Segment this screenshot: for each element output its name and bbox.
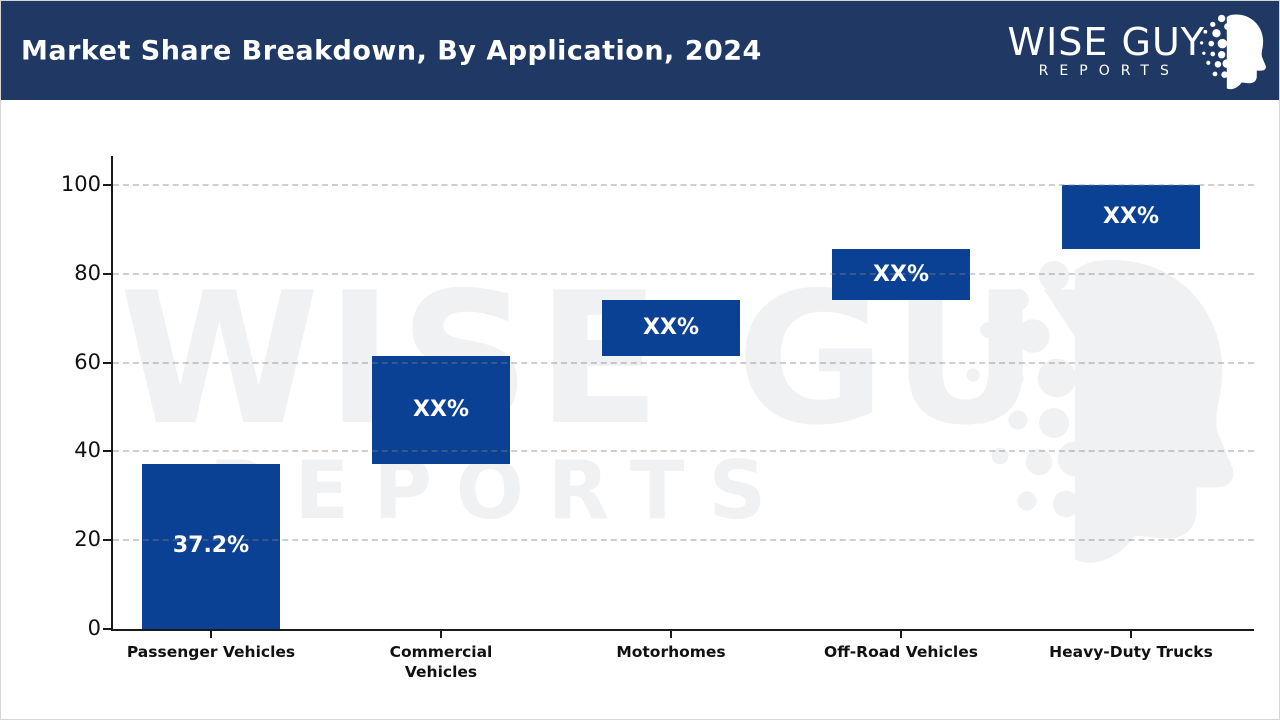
x-axis-category-label: Heavy-Duty Trucks [1049, 643, 1213, 661]
bar-segment [372, 355, 510, 464]
header-bar: Market Share Breakdown, By Application, … [1, 1, 1279, 100]
bar-segment [142, 463, 280, 629]
y-axis-tick-mark [103, 539, 111, 542]
chart-title: Market Share Breakdown, By Application, … [21, 35, 762, 66]
logo-wordmark-line1: WISE GUY [1007, 19, 1205, 64]
y-axis-tick-mark [103, 628, 111, 630]
x-axis-tick-mark [900, 631, 902, 638]
x-axis-category-label: Commercial Vehicles [389, 643, 493, 681]
y-axis-tick-label: 20 [74, 527, 101, 552]
bar-value-label: XX% [873, 261, 929, 287]
y-gridline [113, 184, 1254, 186]
bar-value-label: XX% [643, 315, 699, 341]
y-axis-tick-label: 0 [87, 616, 101, 640]
y-axis-tick-label: 80 [74, 260, 101, 285]
x-axis-tick-mark [670, 631, 672, 638]
y-axis-tick-label: 100 [60, 172, 101, 196]
y-gridline [113, 272, 1254, 275]
logo-wordmark-line2: REPORTS [1038, 63, 1180, 80]
bar-value-label: XX% [413, 396, 469, 422]
y-gridline [113, 450, 1254, 453]
bar-segment [832, 249, 970, 301]
dotted-head-icon [1195, 9, 1269, 93]
bar-value-label: 37.2% [172, 533, 250, 559]
logo-wordmark: WISE GUY REPORTS [1007, 19, 1205, 80]
y-axis-tick-label: 60 [74, 349, 101, 374]
y-axis-line [111, 156, 113, 631]
x-axis-line [111, 629, 1254, 631]
y-gridline [113, 361, 1254, 364]
y-axis-tick-label: 40 [74, 438, 101, 463]
y-axis-tick-mark [103, 361, 111, 364]
y-axis-tick-mark [103, 450, 111, 453]
bar-segment [602, 300, 740, 356]
bar-segment [1062, 185, 1200, 250]
y-axis-tick-mark [103, 272, 111, 275]
brand-logo: WISE GUY REPORTS [1008, 7, 1269, 95]
x-axis-category-label: Off-Road Vehicles [824, 643, 978, 661]
y-gridline [113, 539, 1254, 542]
x-axis-category-label: Motorhomes [616, 643, 726, 661]
y-axis-tick-mark [103, 184, 111, 186]
x-axis-tick-mark [210, 631, 212, 638]
x-axis-category-label: Passenger Vehicles [126, 643, 296, 661]
x-axis-tick-mark [1130, 631, 1132, 638]
x-axis-tick-mark [440, 631, 442, 638]
bar-value-label: XX% [1103, 204, 1159, 230]
